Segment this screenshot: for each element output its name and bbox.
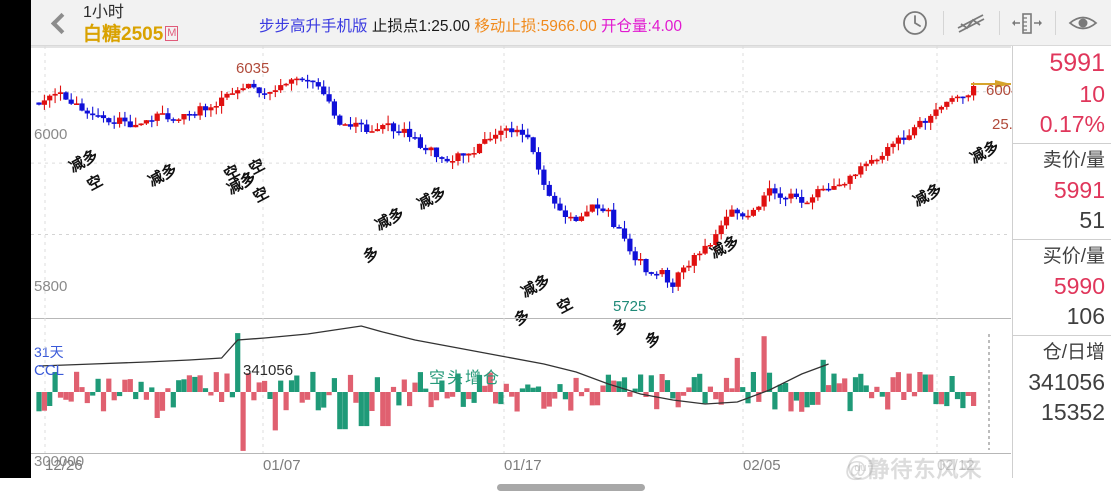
left-gutter xyxy=(0,0,31,478)
strategy-params: 步步高升手机版 止损点1:25.00 移动止损:5966.00 开仓量:4.00 xyxy=(259,14,682,36)
clock-button[interactable] xyxy=(887,0,943,46)
y-axis-label-low: 5800 xyxy=(34,278,68,295)
price-change-percent: 0.17% xyxy=(1039,111,1105,137)
clock-icon xyxy=(903,11,927,35)
ask-volume: 51 xyxy=(1079,207,1105,233)
volume-pane[interactable] xyxy=(31,318,1011,453)
quote-panel[interactable]: 5991 10 0.17% 卖价/量 5991 51 买价/量 5990 106… xyxy=(1012,46,1111,478)
strategy-label: 步步高升手机版 xyxy=(259,18,368,35)
symbol-name: 白糖2505 M xyxy=(83,23,179,46)
x-axis-tick: 02/12 xyxy=(937,457,975,474)
baidu-logo-icon: du xyxy=(848,455,873,480)
low-price-label: 5725 xyxy=(613,298,647,315)
volume-y-label: 300000 xyxy=(34,453,85,470)
oi-header: 仓/日增 xyxy=(1042,342,1105,363)
x-axis: 12/26 01/07 01/17 02/05 02/12 xyxy=(31,453,1011,478)
last-price-section[interactable]: 5991 10 0.17% xyxy=(1013,46,1111,144)
open-interest: 341056 xyxy=(1028,369,1105,395)
symbol-name-text: 白糖2505 xyxy=(83,24,164,45)
symbol-block[interactable]: 1小时 白糖2505 M xyxy=(83,0,179,46)
days-label: 31天 xyxy=(34,344,64,360)
ask-section[interactable]: 卖价/量 5991 51 xyxy=(1013,144,1111,240)
measure-icon xyxy=(1012,13,1042,34)
x-axis-tick: 02/05 xyxy=(743,457,781,474)
signal-text: 空头增仓 xyxy=(429,370,502,387)
top-bar: 1小时 白糖2505 M 步步高升手机版 止损点1:25.00 移动止损:5966… xyxy=(31,0,1111,46)
bid-section[interactable]: 买价/量 5990 106 xyxy=(1013,240,1111,336)
ask-header: 卖价/量 xyxy=(1042,150,1105,171)
price-change: 10 xyxy=(1079,81,1105,107)
volume-chart xyxy=(31,318,1011,453)
toolbar xyxy=(887,0,1111,46)
daily-increase: 15352 xyxy=(1041,399,1105,425)
period-label: 1小时 xyxy=(83,4,124,21)
open-interest-section[interactable]: 仓/日增 341056 15352 xyxy=(1013,336,1111,431)
y-axis-label-high: 6000 xyxy=(34,126,68,143)
eye-icon xyxy=(1068,16,1098,30)
stoploss-label: 止损点1:25.00 xyxy=(371,18,471,35)
home-indicator[interactable] xyxy=(497,484,645,491)
trendlines-icon xyxy=(957,14,985,33)
x-axis-tick: 12/26 xyxy=(45,457,83,474)
watermark: @静待东风来 xyxy=(845,457,983,482)
candlestick-chart xyxy=(31,46,1011,316)
indicator-value: 341056 xyxy=(243,362,294,379)
trailing-stop-label: 移动止损:5966.00 xyxy=(474,18,597,35)
measure-button[interactable] xyxy=(999,0,1055,46)
bid-volume: 106 xyxy=(1066,303,1105,329)
back-chevron-icon xyxy=(50,12,72,34)
chart-area[interactable]: 6000 5800 31天 6035 5725 6004 25.0 减多空减多空… xyxy=(31,46,1021,478)
last-price: 5991 xyxy=(1049,49,1105,77)
high-price-label: 6035 xyxy=(236,60,270,77)
x-axis-tick: 01/07 xyxy=(263,457,301,474)
left-gutter-bottom xyxy=(0,446,31,478)
back-button[interactable] xyxy=(39,2,83,44)
last-high-label: 6004 xyxy=(986,82,1020,99)
indicator-label: CCL xyxy=(34,362,65,379)
position-size-label: 开仓量:4.00 xyxy=(601,18,682,35)
ask-price: 5991 xyxy=(1053,177,1105,203)
x-axis-tick: 01/17 xyxy=(504,457,542,474)
trendlines-button[interactable] xyxy=(943,0,999,46)
price-pane[interactable]: 6000 5800 31天 6035 5725 6004 25.0 减多空减多空… xyxy=(31,46,1021,360)
eye-button[interactable] xyxy=(1055,0,1111,46)
bid-price: 5990 xyxy=(1053,273,1105,299)
market-badge: M xyxy=(165,26,179,41)
bid-header: 买价/量 xyxy=(1042,246,1105,267)
